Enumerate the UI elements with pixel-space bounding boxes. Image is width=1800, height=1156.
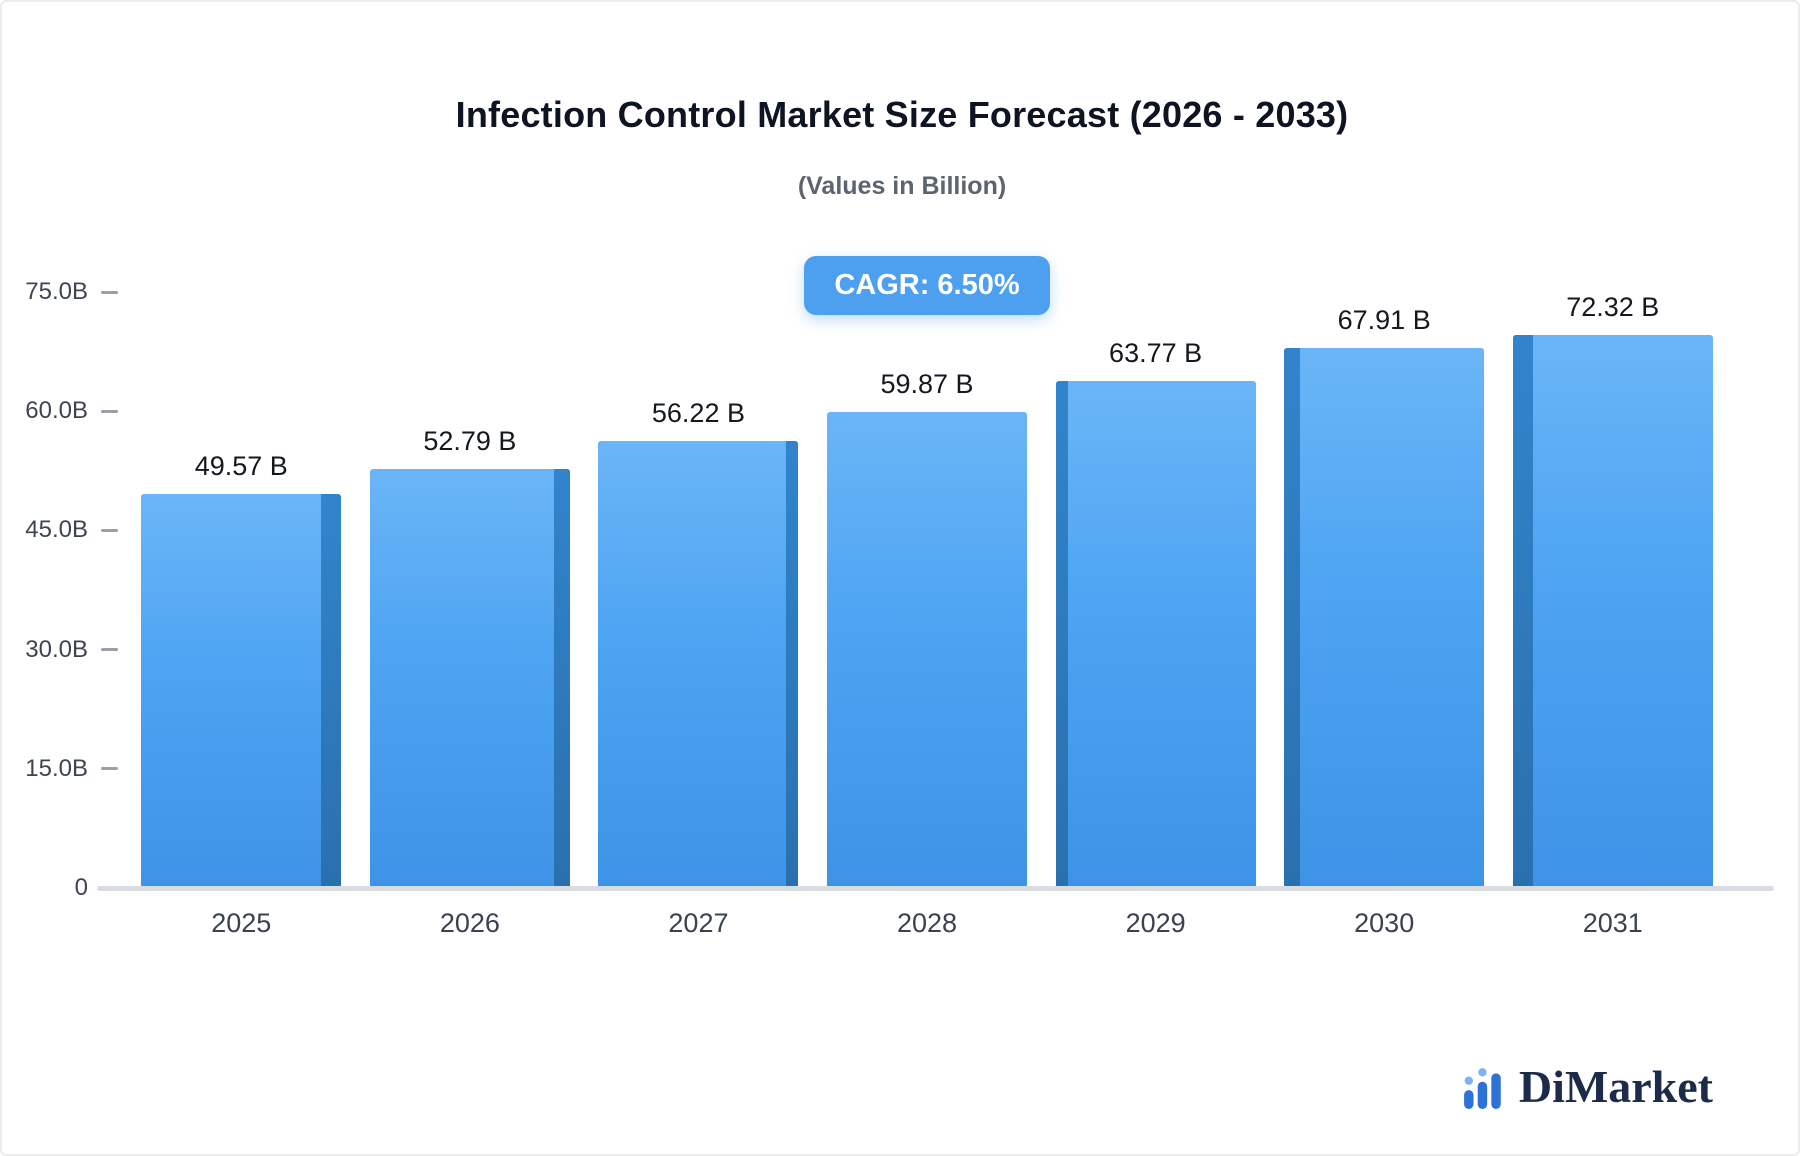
bar-side-shade [321,494,342,888]
bar-side-shade [553,468,570,888]
dimarket-logo-icon [1463,1068,1501,1109]
y-axis-tick-label: 75.0B [25,278,88,305]
bar-2026 [369,468,570,888]
y-axis-tick-mark [101,648,118,652]
x-axis-label: 2025 [211,908,272,938]
bar-side-shade [1284,348,1301,888]
bars-plot: 49.57 B 52.79 B 56.22 B 59.87 B 63.77 B 67.91… [127,292,1727,888]
bar-value-label: 56.22 B [651,398,745,429]
y-axis-tick-label: 15.0B [25,754,88,782]
cagr-badge: CAGR: 6.50% [804,256,1050,315]
x-axis-label: 2031 [1582,908,1643,938]
bar-2027 [598,441,799,888]
bar-value-label: 63.77 B [1109,338,1203,369]
bar-slot: 59.87 B [813,292,1042,888]
bar-slot: 56.22 B [584,292,813,888]
y-axis-tick-mark [101,767,118,771]
y-axis-tick-label: 45.0B [25,516,88,544]
bar-side-shade [1055,381,1068,888]
x-axis-line [97,886,1774,891]
chart-title: Infection Control Market Size Forecast (… [455,94,1349,135]
bar-slot: 67.91 B [1270,292,1499,888]
bar-value-label: 59.87 B [880,369,974,400]
bar-value-label: 49.57 B [194,451,288,482]
bar-slot: 72.32 B [1498,292,1727,888]
x-axis-label: 2027 [668,908,729,938]
x-axis-labels: 2025 2026 2027 2028 2029 2030 2031 [127,908,1727,939]
bar-column: 67.91 B [1284,292,1485,888]
bar-slot: 52.79 B [356,292,585,888]
bar-side-shade [786,441,799,888]
bar-side-shade [1512,335,1533,888]
x-axis-label: 2030 [1354,908,1415,938]
y-axis-tick-mark [101,528,118,532]
bar-column: 59.87 B [827,292,1028,888]
y-axis-tick-label: 30.0B [25,635,88,663]
y-axis-tick-label: 60.0B [25,397,88,425]
bar-value-label: 67.91 B [1337,305,1431,336]
y-axis-tick-mark [101,409,118,413]
bar-2030 [1284,348,1485,888]
bar-column: 63.77 B [1055,292,1256,888]
bar-value-label: 72.32 B [1566,292,1660,322]
cagr-badge-row: CAGR: 6.50% [127,256,1727,315]
x-axis-label: 2029 [1125,908,1186,938]
bar-column: 56.22 B [598,292,799,888]
dimarket-logo-text: DiMarket [1518,1061,1713,1112]
bar-slot: 49.57 B [127,292,356,888]
bar-column: 52.79 B [369,292,570,888]
bar-2025 [141,494,342,888]
dimarket-logo: DiMarket [1461,1064,1713,1110]
bar-value-label: 52.79 B [423,425,517,456]
chart-subtitle: (Values in Billion) [797,172,1007,200]
x-axis-label: 2028 [896,908,958,938]
y-axis: 0 15.0B 30.0B 45.0B 60.0B 75.0B [2,278,127,901]
bar-column: 72.32 B [1512,292,1713,888]
plot-area: 0 15.0B 30.0B 45.0B 60.0B 75.0B 49.57 B 52.79 … [2,278,1798,901]
y-axis-tick-mark [101,290,118,294]
bar-slot: 63.77 B [1041,292,1270,888]
bar-2031 [1512,335,1713,888]
bar-2029 [1055,381,1256,888]
x-axis-label: 2026 [439,908,500,938]
y-axis-tick-label: 0 [74,874,88,901]
bar-column: 49.57 B [141,292,342,888]
bar-2028 [827,412,1028,888]
